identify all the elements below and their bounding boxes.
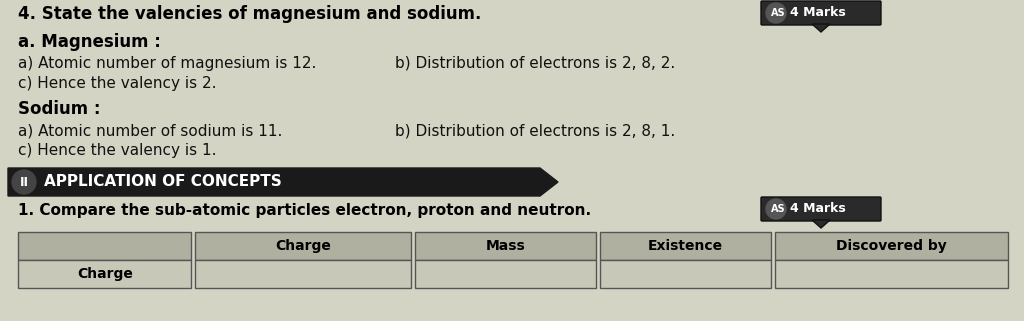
FancyBboxPatch shape <box>195 232 411 260</box>
Text: Mass: Mass <box>485 239 525 253</box>
Text: APPLICATION OF CONCEPTS: APPLICATION OF CONCEPTS <box>44 175 282 189</box>
Circle shape <box>766 199 786 219</box>
Circle shape <box>12 170 36 194</box>
FancyBboxPatch shape <box>775 260 1008 288</box>
FancyBboxPatch shape <box>195 260 411 288</box>
FancyBboxPatch shape <box>415 232 596 260</box>
Text: 1. Compare the sub-atomic particles electron, proton and neutron.: 1. Compare the sub-atomic particles elec… <box>18 203 591 218</box>
Polygon shape <box>812 220 830 228</box>
Text: a) Atomic number of magnesium is 12.: a) Atomic number of magnesium is 12. <box>18 56 316 71</box>
FancyBboxPatch shape <box>600 232 771 260</box>
Text: Existence: Existence <box>648 239 723 253</box>
Text: a) Atomic number of sodium is 11.: a) Atomic number of sodium is 11. <box>18 123 283 138</box>
Text: b) Distribution of electrons is 2, 8, 1.: b) Distribution of electrons is 2, 8, 1. <box>395 123 675 138</box>
Circle shape <box>766 3 786 23</box>
FancyBboxPatch shape <box>775 232 1008 260</box>
FancyBboxPatch shape <box>18 260 191 288</box>
Text: Charge: Charge <box>78 267 133 281</box>
FancyBboxPatch shape <box>761 197 881 221</box>
Text: c) Hence the valency is 2.: c) Hence the valency is 2. <box>18 76 216 91</box>
Text: II: II <box>19 176 29 188</box>
Text: a. Magnesium :: a. Magnesium : <box>18 33 161 51</box>
FancyBboxPatch shape <box>600 260 771 288</box>
Text: AS: AS <box>771 204 785 214</box>
Text: b) Distribution of electrons is 2, 8, 2.: b) Distribution of electrons is 2, 8, 2. <box>395 56 675 71</box>
FancyBboxPatch shape <box>761 1 881 25</box>
FancyBboxPatch shape <box>18 232 191 260</box>
Text: Charge: Charge <box>275 239 331 253</box>
Text: Sodium :: Sodium : <box>18 100 100 118</box>
Text: Discovered by: Discovered by <box>837 239 947 253</box>
Text: 4. State the valencies of magnesium and sodium.: 4. State the valencies of magnesium and … <box>18 5 481 23</box>
FancyBboxPatch shape <box>415 260 596 288</box>
Text: c) Hence the valency is 1.: c) Hence the valency is 1. <box>18 143 216 158</box>
Text: 4 Marks: 4 Marks <box>790 203 846 215</box>
Text: AS: AS <box>771 8 785 18</box>
Polygon shape <box>8 168 558 196</box>
Polygon shape <box>812 24 830 32</box>
Text: 4 Marks: 4 Marks <box>790 6 846 20</box>
